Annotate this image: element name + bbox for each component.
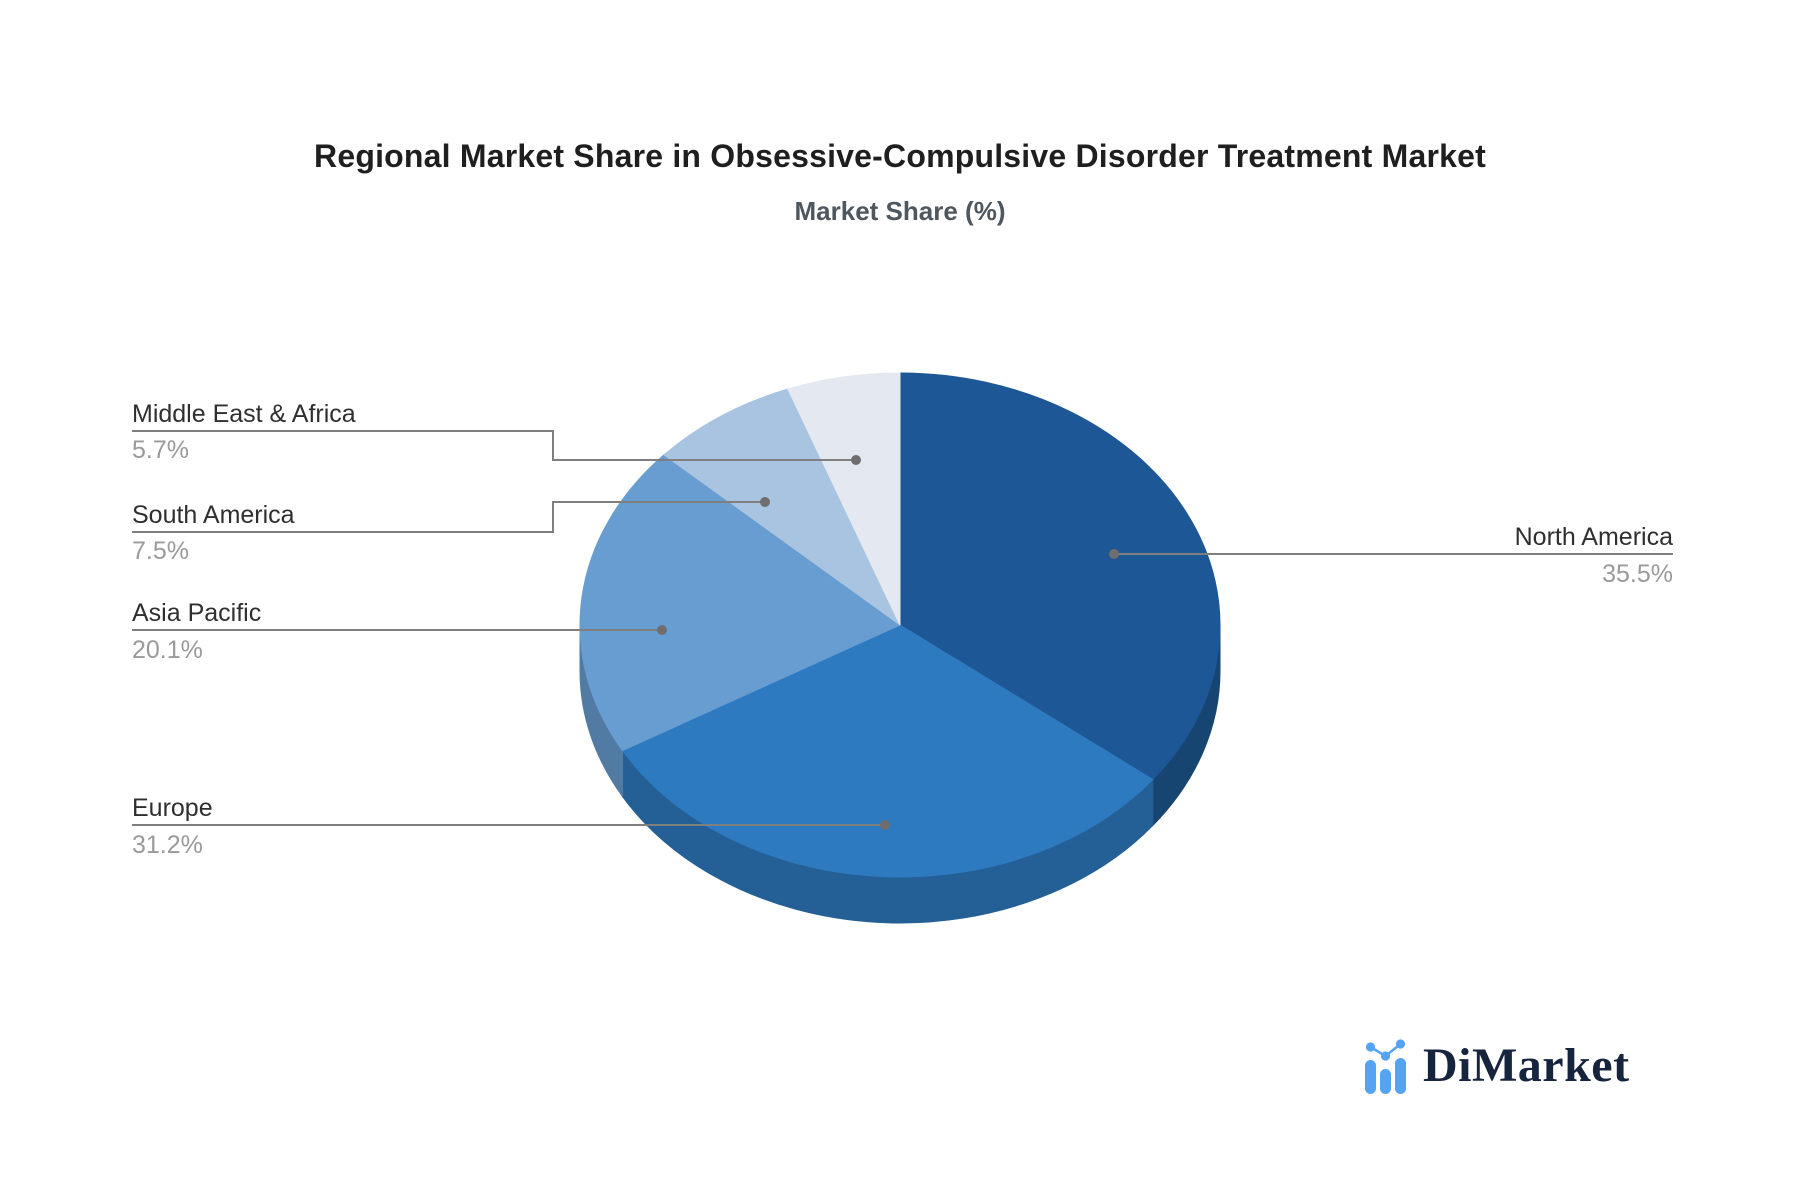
leader-dot-south-america: [760, 497, 770, 507]
bar-chart-with-dots-icon: [1365, 1039, 1406, 1094]
slice-label-south-america: South America: [132, 501, 295, 529]
slice-label-north-america: North America: [1514, 523, 1673, 551]
slice-percent-europe: 31.2%: [132, 831, 203, 859]
pie-slice-middle-east-africa: [787, 372, 901, 626]
slice-label-asia-pacific: Asia Pacific: [132, 599, 262, 627]
leader-dot-middle-east-africa: [851, 455, 861, 465]
slice-percent-north-america: 35.5%: [1602, 560, 1673, 588]
pie-slice-asia-pacific: [579, 454, 901, 752]
slice-label-middle-east-africa: Middle East & Africa: [132, 400, 356, 428]
pie-slice-north-america: [899, 372, 1221, 781]
chart-subtitle: Market Share (%): [794, 196, 1006, 226]
slice-percent-middle-east-africa: 5.7%: [132, 436, 189, 464]
leader-dot-europe: [880, 820, 890, 830]
leader-line-south-america: [132, 501, 765, 533]
brand-logo: DiMarket: [1363, 1036, 1630, 1094]
brand-logo-text: DiMarket: [1423, 1038, 1630, 1092]
chart-title: Regional Market Share in Obsessive-Compu…: [314, 138, 1486, 174]
slice-percent-asia-pacific: 20.1%: [132, 636, 203, 664]
slice-percent-south-america: 7.5%: [132, 537, 189, 565]
leader-line-middle-east-africa: [132, 430, 856, 461]
slice-label-europe: Europe: [132, 794, 213, 822]
pie-slice-europe: [621, 624, 1154, 878]
leader-dot-asia-pacific: [657, 625, 667, 635]
leader-dot-north-america: [1109, 549, 1119, 559]
pie-slice-south-america: [663, 388, 901, 626]
